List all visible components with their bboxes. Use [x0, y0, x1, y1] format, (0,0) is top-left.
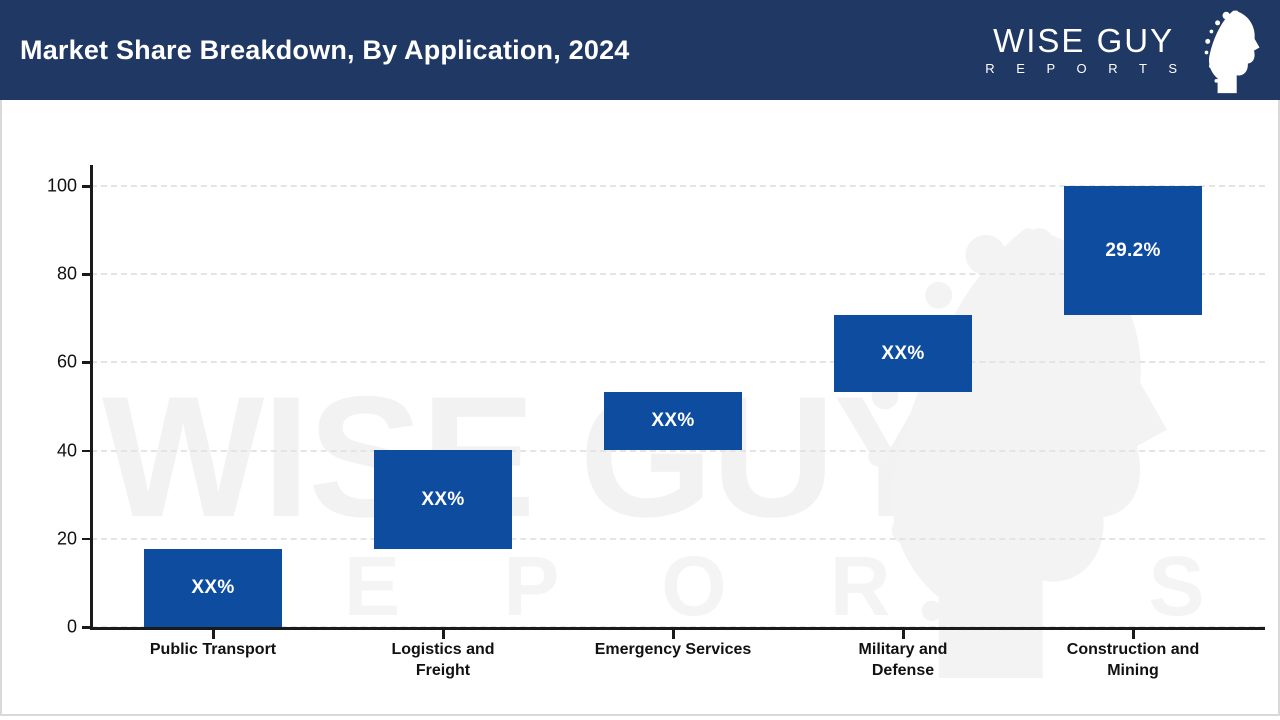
- y-tick-mark-80: [82, 273, 91, 276]
- x-tick-mark-logistics-and-freight: [442, 630, 445, 639]
- gridline-80: [91, 273, 1265, 276]
- x-tick-mark-public-transport: [212, 630, 215, 639]
- bar-value-label-military-and-defense: XX%: [881, 342, 925, 364]
- x-axis-line: [90, 627, 1265, 630]
- x-axis-label-construction-and-mining: Construction and Mining: [1066, 641, 1200, 679]
- plot-area: 0 20 40 60 80 100 XX% XX% XX% XX% 29.2% Public Tran…: [2, 100, 1278, 714]
- header-band: Market Share Breakdown, By Application, …: [0, 0, 1280, 100]
- y-tick-mark-0: [82, 626, 91, 629]
- logo-subtitle: R E P O R T S: [985, 60, 1186, 76]
- y-tick-label-40: 40: [56, 440, 77, 461]
- y-tick-mark-20: [82, 537, 91, 541]
- gridline-40: [91, 449, 1265, 452]
- x-tick-mark-military-and-defense: [902, 630, 905, 639]
- y-axis-line: [90, 165, 93, 630]
- x-tick-mark-emergency-services: [672, 630, 675, 639]
- bar-emergency-services: XX%: [604, 392, 742, 451]
- bar-public-transport: XX%: [144, 548, 282, 627]
- y-tick-label-100: 100: [46, 175, 77, 196]
- x-tick-mark-construction-and-mining: [1132, 630, 1135, 639]
- y-tick-label-60: 60: [56, 351, 77, 372]
- y-tick-label-80: 80: [56, 263, 77, 284]
- chart-title: Market Share Breakdown, By Application, …: [20, 34, 630, 65]
- logo-text: WISE GUY R E P O R T S: [981, 24, 1186, 76]
- y-tick-label-20: 20: [56, 528, 77, 549]
- bar-value-label-logistics-and-freight: XX%: [421, 488, 465, 510]
- x-axis-label-emergency-services: Emergency Services: [594, 641, 752, 658]
- gridline-60: [91, 361, 1265, 364]
- bar-value-label-public-transport: XX%: [191, 576, 235, 598]
- y-tick-mark-40: [82, 449, 91, 453]
- y-tick-mark-60: [82, 361, 91, 364]
- chart-canvas: WISE GUY R E P O R T S 0 20 40 60 8: [0, 100, 1280, 716]
- x-axis-label-public-transport: Public Transport: [149, 641, 277, 658]
- x-axis-label-logistics-and-freight: Logistics and Freight: [391, 641, 495, 679]
- y-tick-label-0: 0: [66, 616, 77, 637]
- x-axis-label-military-and-defense: Military and Defense: [858, 641, 948, 679]
- bar-value-label-emergency-services: XX%: [651, 410, 695, 432]
- gridline-100: [91, 185, 1265, 188]
- gridline-20: [91, 537, 1265, 540]
- wise-guy-reports-logo: WISE GUY R E P O R T S: [981, 0, 1262, 100]
- bar-construction-and-mining: 29.2%: [1064, 186, 1202, 315]
- bar-logistics-and-freight: XX%: [374, 450, 512, 549]
- logo-wordmark: WISE GUY: [993, 22, 1175, 60]
- bar-military-and-defense: XX%: [834, 314, 972, 393]
- logo-face-icon: [1204, 10, 1260, 94]
- bar-value-label-construction-and-mining: 29.2%: [1105, 239, 1161, 261]
- y-tick-mark-100: [82, 185, 91, 188]
